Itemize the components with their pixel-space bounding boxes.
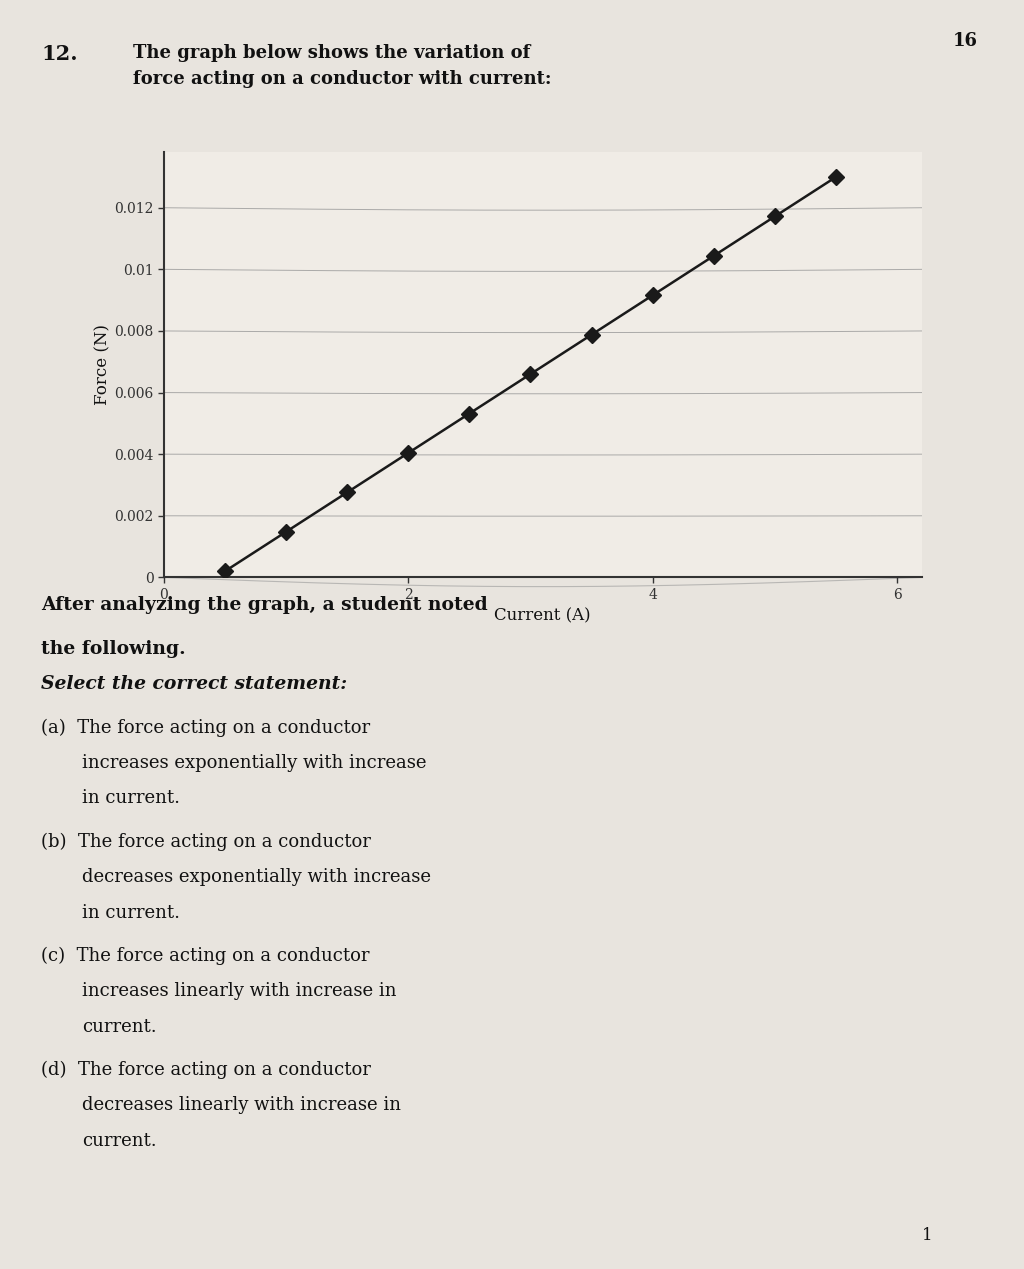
- Text: in current.: in current.: [82, 904, 180, 921]
- Text: After analyzing the graph, a student noted: After analyzing the graph, a student not…: [41, 596, 487, 614]
- Text: current.: current.: [82, 1132, 157, 1150]
- Text: increases exponentially with increase: increases exponentially with increase: [82, 754, 426, 772]
- Text: current.: current.: [82, 1018, 157, 1036]
- Y-axis label: Force (N): Force (N): [94, 325, 112, 405]
- Text: 1: 1: [922, 1227, 932, 1244]
- Text: 16: 16: [952, 32, 977, 49]
- Text: (d)  The force acting on a conductor: (d) The force acting on a conductor: [41, 1061, 371, 1079]
- Text: Select the correct statement:: Select the correct statement:: [41, 675, 347, 693]
- Text: force acting on a conductor with current:: force acting on a conductor with current…: [133, 70, 552, 88]
- Text: the following.: the following.: [41, 640, 185, 657]
- Text: (c)  The force acting on a conductor: (c) The force acting on a conductor: [41, 947, 370, 964]
- Text: (a)  The force acting on a conductor: (a) The force acting on a conductor: [41, 718, 370, 736]
- Text: increases linearly with increase in: increases linearly with increase in: [82, 982, 396, 1000]
- X-axis label: Current (A): Current (A): [495, 608, 591, 624]
- Text: (b)  The force acting on a conductor: (b) The force acting on a conductor: [41, 832, 371, 850]
- Text: decreases exponentially with increase: decreases exponentially with increase: [82, 868, 431, 886]
- Text: decreases linearly with increase in: decreases linearly with increase in: [82, 1096, 401, 1114]
- Text: 12.: 12.: [41, 44, 78, 65]
- Text: The graph below shows the variation of: The graph below shows the variation of: [133, 44, 530, 62]
- Text: in current.: in current.: [82, 789, 180, 807]
